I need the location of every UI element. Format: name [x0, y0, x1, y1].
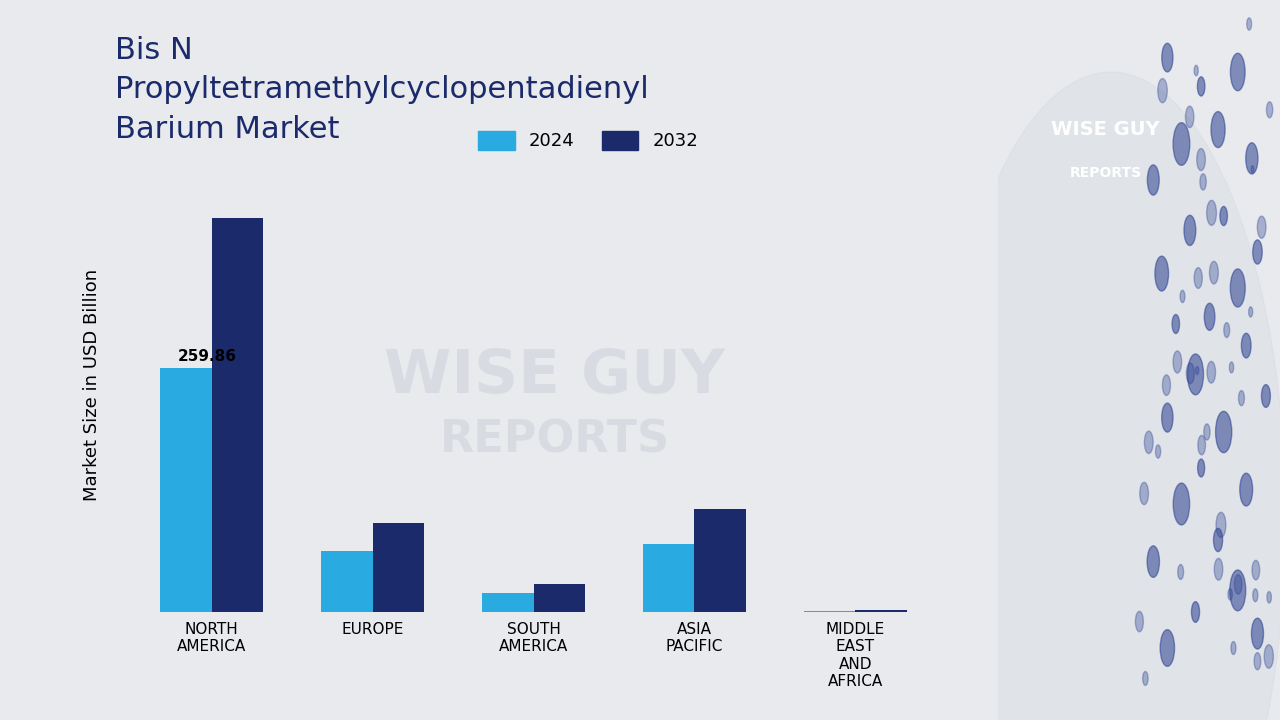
Circle shape — [1174, 483, 1189, 525]
Bar — [855, 610, 908, 612]
Circle shape — [1231, 642, 1236, 654]
Text: 259.86: 259.86 — [178, 349, 237, 364]
Circle shape — [1172, 122, 1190, 166]
Circle shape — [1139, 482, 1148, 505]
Circle shape — [1211, 112, 1225, 148]
Circle shape — [1198, 459, 1204, 477]
Circle shape — [1234, 575, 1242, 594]
Text: Bis N
Propyltetramethylcyclopentadienyl
Barium Market: Bis N Propyltetramethylcyclopentadienyl … — [115, 36, 649, 144]
Circle shape — [1216, 512, 1226, 538]
Circle shape — [1230, 570, 1245, 611]
Circle shape — [1251, 166, 1254, 173]
Circle shape — [1196, 366, 1199, 374]
Circle shape — [1239, 390, 1244, 406]
Circle shape — [1220, 207, 1228, 225]
Circle shape — [1267, 592, 1271, 603]
Circle shape — [1228, 589, 1233, 600]
Circle shape — [1215, 558, 1222, 580]
Circle shape — [1178, 564, 1184, 580]
Circle shape — [1144, 431, 1153, 454]
Bar — [321, 551, 372, 612]
Circle shape — [1253, 240, 1262, 264]
Circle shape — [1135, 611, 1143, 631]
Bar — [483, 593, 534, 612]
Circle shape — [1180, 290, 1185, 302]
Circle shape — [1252, 618, 1263, 649]
Circle shape — [1254, 652, 1261, 670]
Bar — [211, 217, 264, 612]
Circle shape — [1155, 256, 1169, 291]
Circle shape — [1162, 375, 1170, 395]
Circle shape — [1158, 78, 1167, 103]
Circle shape — [1230, 53, 1245, 91]
Text: REPORTS: REPORTS — [1069, 166, 1142, 180]
Circle shape — [1194, 268, 1202, 289]
Circle shape — [1143, 672, 1148, 685]
Circle shape — [1187, 363, 1194, 384]
Circle shape — [1224, 323, 1230, 338]
Circle shape — [1213, 528, 1222, 552]
Circle shape — [1252, 560, 1260, 580]
Circle shape — [1194, 66, 1198, 76]
Circle shape — [1162, 43, 1172, 72]
Circle shape — [1265, 644, 1274, 668]
Circle shape — [1253, 589, 1258, 602]
Text: WISE GUY: WISE GUY — [384, 346, 724, 405]
Bar — [372, 523, 424, 612]
Circle shape — [1249, 307, 1253, 317]
Circle shape — [1203, 424, 1210, 440]
Legend: 2024, 2032: 2024, 2032 — [470, 122, 707, 159]
Circle shape — [1172, 351, 1181, 373]
Circle shape — [1197, 77, 1204, 96]
Circle shape — [1188, 354, 1203, 395]
Circle shape — [1156, 445, 1161, 458]
Circle shape — [1204, 303, 1215, 330]
Text: WISE GUY: WISE GUY — [1051, 120, 1160, 139]
Circle shape — [1216, 411, 1231, 453]
Circle shape — [1229, 362, 1234, 373]
Circle shape — [1162, 403, 1172, 432]
Circle shape — [1147, 165, 1160, 195]
Circle shape — [1207, 200, 1216, 225]
Circle shape — [1242, 333, 1251, 358]
Circle shape — [1240, 473, 1253, 506]
Circle shape — [1172, 315, 1180, 333]
Circle shape — [1198, 436, 1206, 455]
Bar — [804, 611, 855, 612]
Circle shape — [937, 72, 1280, 720]
Circle shape — [1192, 602, 1199, 622]
Circle shape — [1184, 215, 1196, 246]
Circle shape — [1199, 174, 1206, 190]
Circle shape — [1147, 546, 1160, 577]
Circle shape — [1160, 629, 1175, 667]
Bar — [534, 584, 585, 612]
Circle shape — [1197, 148, 1206, 171]
Bar — [695, 509, 746, 612]
Y-axis label: Market Size in USD Billion: Market Size in USD Billion — [83, 269, 101, 501]
Circle shape — [1245, 143, 1258, 174]
Circle shape — [1185, 106, 1194, 127]
Text: REPORTS: REPORTS — [439, 418, 669, 461]
Circle shape — [1257, 216, 1266, 238]
Circle shape — [1247, 18, 1252, 30]
Circle shape — [1262, 384, 1270, 408]
Circle shape — [1230, 269, 1245, 307]
Bar — [160, 368, 211, 612]
Circle shape — [1210, 261, 1219, 284]
Circle shape — [1207, 361, 1216, 383]
Circle shape — [1266, 102, 1272, 118]
Bar — [643, 544, 695, 612]
